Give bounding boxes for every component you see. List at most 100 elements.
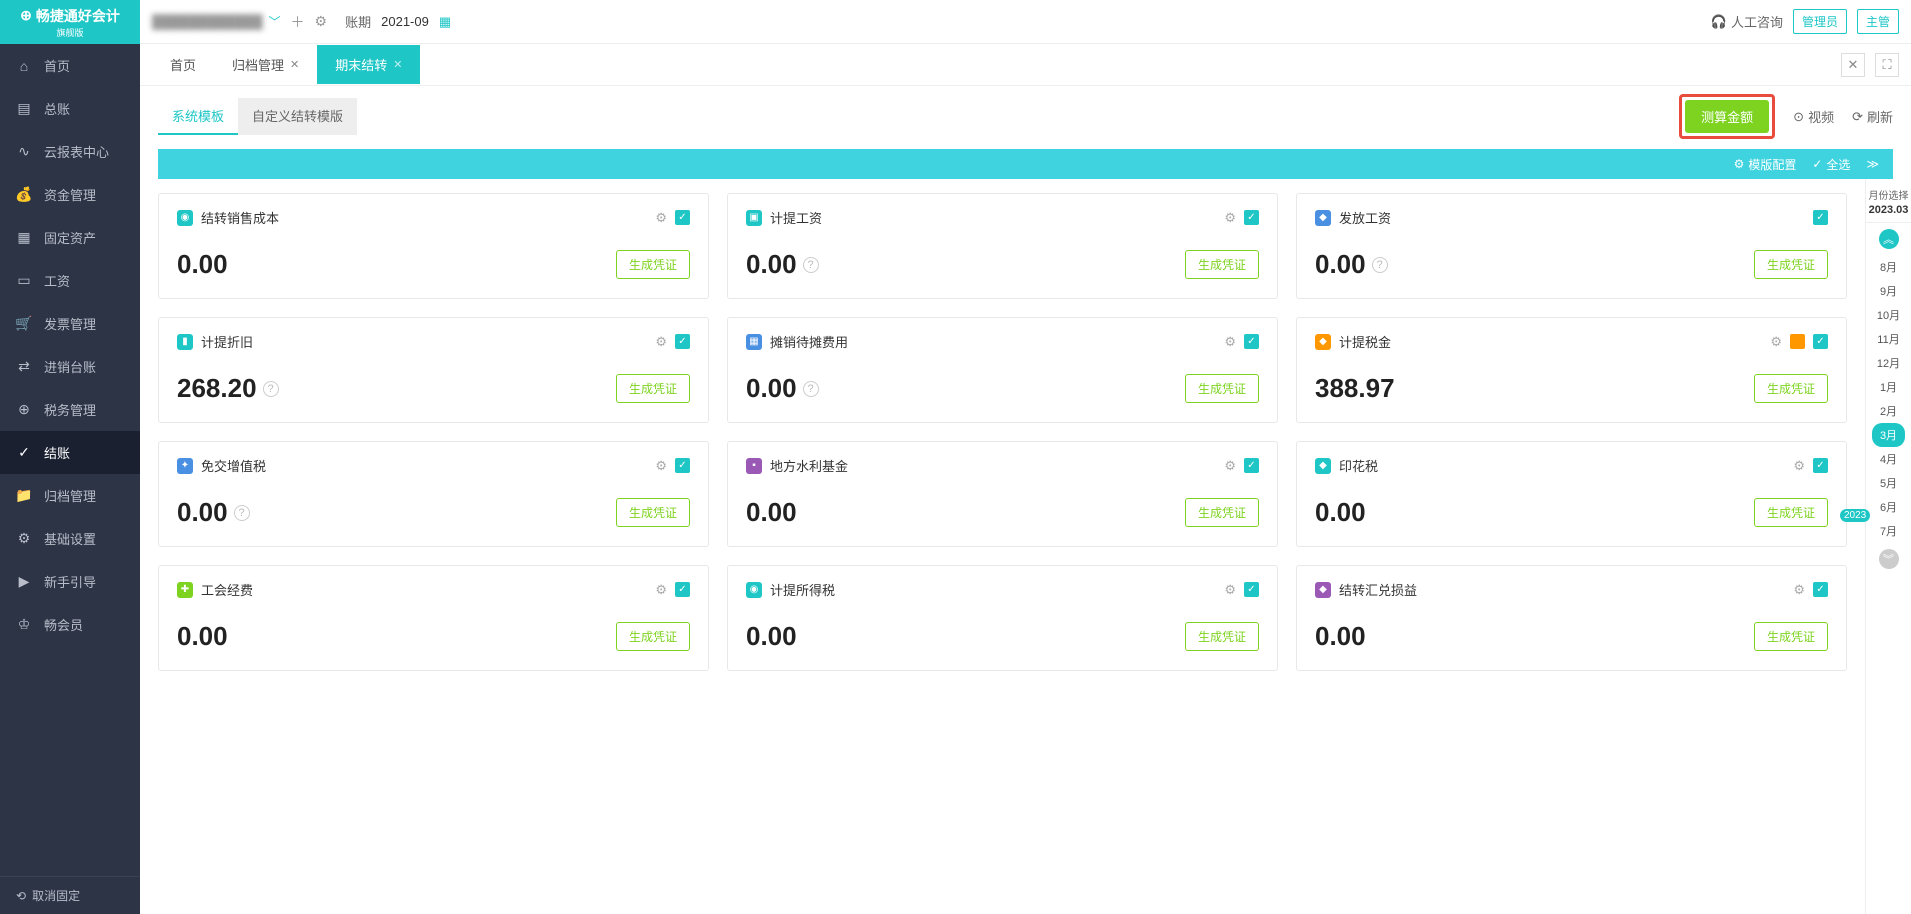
generate-voucher-button[interactable]: 生成凭证 [1754, 250, 1828, 279]
settings-icon[interactable]: ⚙ [315, 13, 328, 30]
gear-icon[interactable]: ⚙ [1793, 458, 1805, 474]
role-supervisor[interactable]: 主管 [1857, 9, 1899, 34]
nav-label: 结账 [44, 443, 70, 462]
main: ████████████ ﹀ ＋ ⚙ 账期 2021-09 ▦ 🎧 人工咨询 管… [140, 0, 1911, 914]
checkbox[interactable]: ✓ [1813, 582, 1828, 597]
nav-item-6[interactable]: 🛒发票管理 [0, 302, 140, 345]
checkbox[interactable]: ✓ [1244, 582, 1259, 597]
help-icon[interactable]: ? [234, 505, 250, 521]
close-icon[interactable]: ✕ [393, 58, 402, 71]
gear-icon[interactable]: ⚙ [1224, 458, 1236, 474]
nav-item-1[interactable]: ▤总账 [0, 87, 140, 130]
month-item-5[interactable]: 1月 [1868, 375, 1909, 399]
help-icon[interactable]: ? [263, 381, 279, 397]
generate-voucher-button[interactable]: 生成凭证 [1185, 250, 1259, 279]
month-item-7[interactable]: 3月 [1872, 423, 1905, 447]
gear-icon[interactable]: ⚙ [655, 334, 667, 350]
video-link[interactable]: ⊙视频 [1793, 107, 1834, 126]
checkbox[interactable]: ✓ [1244, 334, 1259, 349]
generate-voucher-button[interactable]: 生成凭证 [616, 250, 690, 279]
tab-1[interactable]: 归档管理 ✕ [214, 45, 317, 84]
gear-icon[interactable]: ⚙ [1793, 582, 1805, 598]
nav-label: 固定资产 [44, 228, 96, 247]
checkbox[interactable]: ✓ [1813, 334, 1828, 349]
generate-voucher-button[interactable]: 生成凭证 [616, 498, 690, 527]
collapse-icon[interactable]: ≫ [1866, 157, 1879, 171]
generate-voucher-button[interactable]: 生成凭证 [1754, 374, 1828, 403]
consult-link[interactable]: 🎧 人工咨询 [1711, 12, 1783, 31]
month-item-3[interactable]: 11月 [1868, 327, 1909, 351]
checkbox[interactable]: ✓ [1813, 458, 1828, 473]
close-icon[interactable]: ✕ [290, 58, 299, 71]
nav-item-9[interactable]: ✓结账 [0, 431, 140, 474]
role-admin[interactable]: 管理员 [1793, 9, 1847, 34]
calculate-button[interactable]: 测算金额 [1685, 100, 1769, 133]
subtab-0[interactable]: 系统模板 [158, 98, 238, 135]
month-item-8[interactable]: 4月 [1868, 447, 1909, 471]
checkbox[interactable]: ✓ [1813, 210, 1828, 225]
nav-item-8[interactable]: ⊕税务管理 [0, 388, 140, 431]
select-all[interactable]: ✓全选 [1812, 156, 1850, 173]
refresh-icon: ⟳ [1852, 109, 1863, 125]
month-item-11[interactable]: 7月 [1868, 519, 1909, 543]
month-item-9[interactable]: 5月 [1868, 471, 1909, 495]
checkbox[interactable]: ✓ [675, 334, 690, 349]
month-item-4[interactable]: 12月 [1868, 351, 1909, 375]
add-icon[interactable]: ＋ [291, 12, 305, 32]
month-next[interactable]: ︾ [1879, 549, 1899, 569]
month-item-10[interactable]: 6月 [1868, 495, 1909, 519]
month-item-2[interactable]: 10月 [1868, 303, 1909, 327]
tab-0[interactable]: 首页 [152, 45, 214, 84]
tab-2[interactable]: 期末结转✕ [317, 45, 420, 84]
month-panel-title: 月份选择 [1869, 185, 1909, 204]
gear-icon[interactable]: ⚙ [1224, 582, 1236, 598]
template-config[interactable]: ⚙模版配置 [1734, 156, 1797, 173]
nav-item-4[interactable]: ▦固定资产 [0, 216, 140, 259]
help-icon[interactable]: ? [803, 381, 819, 397]
gear-icon[interactable]: ⚙ [655, 582, 667, 598]
calendar-icon[interactable]: ▦ [439, 14, 451, 30]
nav-item-5[interactable]: ▭工资 [0, 259, 140, 302]
month-item-6[interactable]: 2月 [1868, 399, 1909, 423]
nav-item-13[interactable]: ♔畅会员 [0, 603, 140, 646]
nav-item-12[interactable]: ▶新手引导 [0, 560, 140, 603]
nav-item-7[interactable]: ⇄进销台账 [0, 345, 140, 388]
checkbox[interactable]: ✓ [675, 458, 690, 473]
company-selector[interactable]: ████████████ ﹀ [152, 13, 281, 30]
nav-item-2[interactable]: ∿云报表中心 [0, 130, 140, 173]
month-prev[interactable]: ︽ [1879, 229, 1899, 249]
nav-item-11[interactable]: ⚙基础设置 [0, 517, 140, 560]
gear-icon[interactable]: ⚙ [655, 458, 667, 474]
video-label: 视频 [1808, 107, 1834, 126]
nav-item-0[interactable]: ⌂首页 [0, 44, 140, 87]
refresh-link[interactable]: ⟳刷新 [1852, 107, 1893, 126]
checkbox[interactable]: ✓ [675, 210, 690, 225]
generate-voucher-button[interactable]: 生成凭证 [616, 374, 690, 403]
gear-icon[interactable]: ⚙ [1224, 210, 1236, 226]
nav-item-3[interactable]: 💰资金管理 [0, 173, 140, 216]
month-item-1[interactable]: 9月 [1868, 279, 1909, 303]
generate-voucher-button[interactable]: 生成凭证 [1185, 374, 1259, 403]
subtab-1[interactable]: 自定义结转模版 [238, 98, 357, 135]
gear-icon[interactable]: ⚙ [1770, 334, 1782, 350]
month-item-0[interactable]: 8月 [1868, 255, 1909, 279]
generate-voucher-button[interactable]: 生成凭证 [1754, 622, 1828, 651]
card-amount: 0.00 [1315, 621, 1366, 652]
checkbox[interactable]: ✓ [1244, 458, 1259, 473]
generate-voucher-button[interactable]: 生成凭证 [1185, 498, 1259, 527]
nav-item-10[interactable]: 📁归档管理 [0, 474, 140, 517]
checkbox[interactable]: ✓ [675, 582, 690, 597]
help-icon[interactable]: ? [1372, 257, 1388, 273]
generate-voucher-button[interactable]: 生成凭证 [616, 622, 690, 651]
tab-label: 归档管理 [232, 55, 284, 74]
close-tab-button[interactable]: ✕ [1841, 53, 1865, 77]
checkbox[interactable]: ✓ [1244, 210, 1259, 225]
generate-voucher-button[interactable]: 生成凭证 [1754, 498, 1828, 527]
nav-icon: ▭ [16, 273, 32, 289]
generate-voucher-button[interactable]: 生成凭证 [1185, 622, 1259, 651]
help-icon[interactable]: ? [803, 257, 819, 273]
gear-icon[interactable]: ⚙ [655, 210, 667, 226]
gear-icon[interactable]: ⚙ [1224, 334, 1236, 350]
fullscreen-button[interactable]: ⛶ [1875, 53, 1899, 77]
pin-toggle[interactable]: ⟲ 取消固定 [0, 876, 140, 914]
